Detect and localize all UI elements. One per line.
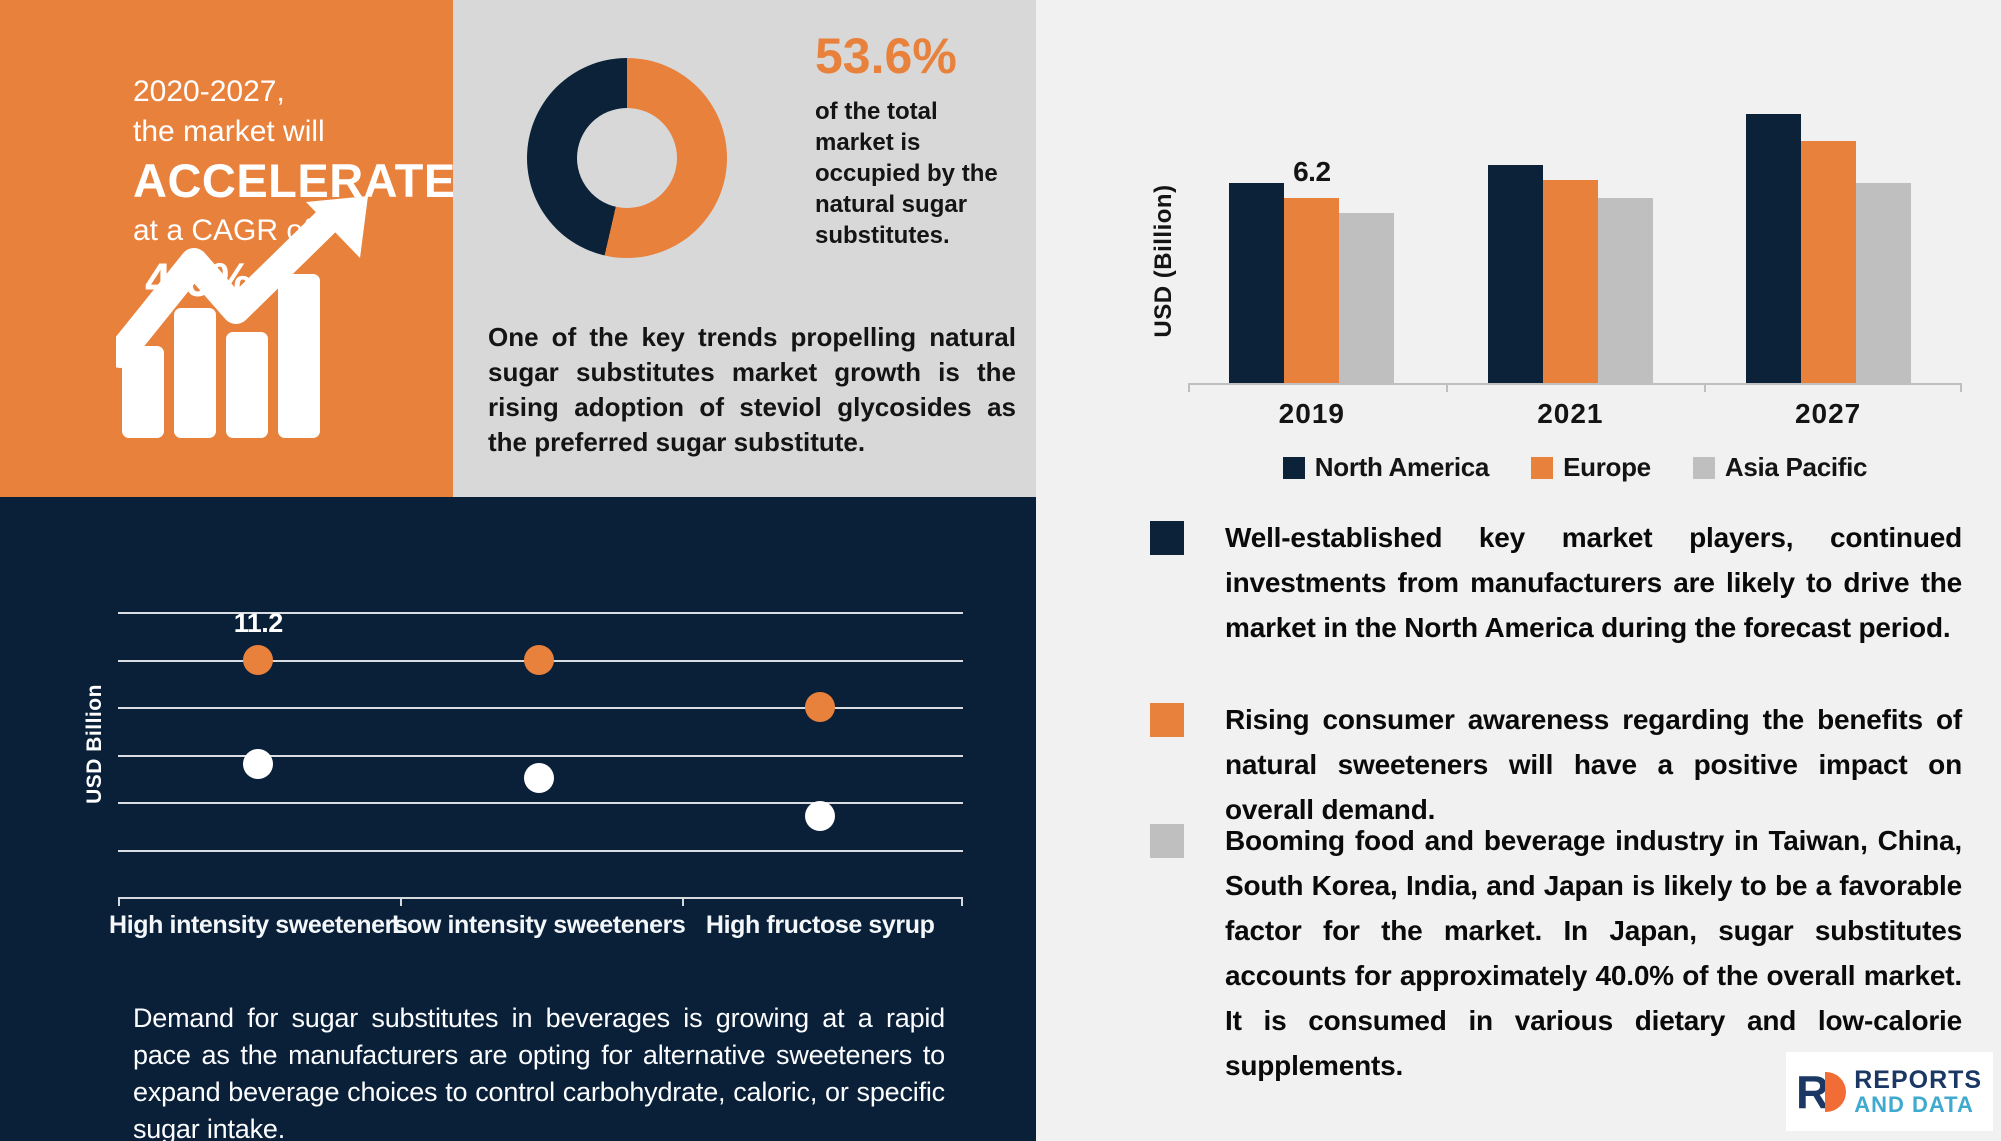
bar-asia-pacific (1855, 183, 1911, 383)
bar-chart-legend: North America Europe Asia Pacific (1188, 452, 1962, 483)
scatter-gridline (118, 802, 963, 804)
bar-europe (1800, 141, 1856, 383)
trend-paragraph: One of the key trends propelling natural… (488, 322, 1016, 457)
bar-data-label: 6.2 (1293, 155, 1331, 187)
scatter-dot-orange (523, 644, 554, 675)
legend-swatch (1282, 456, 1305, 479)
bar-axis-tick (1704, 383, 1707, 392)
insight-consumer-awareness: Rising consumer awareness regarding the … (1150, 697, 1998, 832)
market-will-text: the market will (133, 115, 325, 148)
bar-asia-pacific (1339, 213, 1395, 383)
insight-text: Booming food and beverage industry in Ta… (1225, 825, 1962, 1081)
donut-hole (577, 108, 677, 208)
legend-item-north-america: North America (1282, 452, 1490, 483)
scatter-gridline (118, 849, 963, 852)
stat-block: 53.6% of the total market is occupied by… (453, 0, 1036, 497)
scatter-category-label: Low intensity sweeteners (392, 911, 686, 939)
legend-swatch (1531, 456, 1554, 479)
scatter-note: Demand for sugar substitutes in beverage… (133, 1003, 945, 1141)
insight-north-america: Well-established key market players, con… (1150, 515, 1998, 650)
logo-subtitle: AND DATA (1854, 1092, 1974, 1117)
bar-europe (1542, 180, 1598, 383)
accelerate-block: 2020-2027, the market will ACCELERATE at… (0, 0, 456, 497)
stat-value: 53.6% (815, 28, 957, 84)
bar-axis-tick (1445, 383, 1448, 392)
bar-chart-plot: 6.2 (1188, 100, 1963, 392)
scatter-gridline (118, 754, 963, 757)
insight-bullet-orange (1150, 703, 1184, 737)
scatter-category-label: High fructose syrup (705, 911, 935, 939)
insight-asia-pacific: Booming food and beverage industry in Ta… (1150, 818, 1998, 1088)
insight-bullet-gray (1150, 824, 1184, 858)
bar-y-axis-label: USD (Billion) (1150, 184, 1177, 338)
legend-label: Asia Pacific (1724, 452, 1868, 482)
scatter-axis-tick (682, 897, 685, 906)
scatter-category-axis: High intensity sweeteners Low intensity s… (109, 911, 963, 941)
stat-caption: of the total market is occupied by the n… (815, 98, 998, 249)
bar-europe (1284, 198, 1340, 383)
insight-bullet-navy (1150, 521, 1184, 555)
bar-axis-tick (1188, 383, 1190, 392)
legend-label: Europe (1563, 452, 1651, 482)
scatter-axis-tick (400, 897, 403, 906)
scatter-gridline (118, 612, 963, 614)
scatter-dot-white (523, 763, 554, 794)
scatter-dot-orange (805, 692, 836, 722)
scatter-dot-orange (243, 644, 274, 675)
logo-r-glyph: R (1796, 1065, 1830, 1118)
bar-category-axis: 2019 2021 2027 (1188, 398, 1962, 432)
legend-label: North America (1314, 452, 1490, 482)
bar-category-label: 2021 (1537, 398, 1604, 429)
scatter-y-axis-label: USD Billion (83, 684, 106, 804)
scatter-axis-tick (118, 897, 120, 906)
bar-north-america (1745, 114, 1801, 383)
scatter-point-label: 11.2 (233, 607, 284, 638)
legend-swatch (1692, 456, 1715, 479)
logo-d-glyph (1825, 1071, 1847, 1112)
insight-text: Rising consumer awareness regarding the … (1225, 704, 1962, 825)
growth-arrow-icon (116, 196, 368, 438)
logo-title: REPORTS (1854, 1066, 1983, 1094)
scatter-dot-white (805, 801, 836, 832)
scatter-dot-white (243, 749, 274, 779)
reports-and-data-logo: R REPORTS AND DATA (1786, 1052, 1993, 1131)
bar-category-label: 2027 (1794, 398, 1862, 429)
scatter-plot: 11.2 (118, 590, 964, 906)
bar-north-america (1487, 165, 1543, 383)
accelerate-headline: ACCELERATE (133, 154, 456, 207)
donut-chart (527, 58, 727, 258)
logo-text: REPORTS AND DATA (1854, 1067, 1982, 1116)
right-panel: USD (Billion) 6.2 2019 2021 2027 North Ame… (1036, 0, 2001, 1141)
cagr-caption: at a CAGR of (133, 214, 312, 247)
scatter-category-label: High intensity sweeteners (109, 911, 408, 939)
scatter-panel: USD Billion 11.2 High intensity sweetene… (0, 497, 1036, 1141)
stat: 53.6% of the total market is occupied by… (815, 28, 1000, 251)
legend-item-asia-pacific: Asia Pacific (1692, 452, 1868, 483)
legend-item-europe: Europe (1531, 452, 1651, 483)
logo-rd-mark: R (1796, 1065, 1847, 1118)
period-text: 2020-2027, (133, 75, 285, 108)
bar-asia-pacific (1597, 198, 1653, 383)
scatter-axis-tick (961, 897, 964, 906)
bar-north-america (1229, 183, 1285, 383)
bar-category-label: 2019 (1278, 398, 1345, 429)
bar-axis-tick (1960, 383, 1963, 392)
scatter-gridline (118, 707, 963, 709)
insight-text: Well-established key market players, con… (1225, 522, 1962, 643)
